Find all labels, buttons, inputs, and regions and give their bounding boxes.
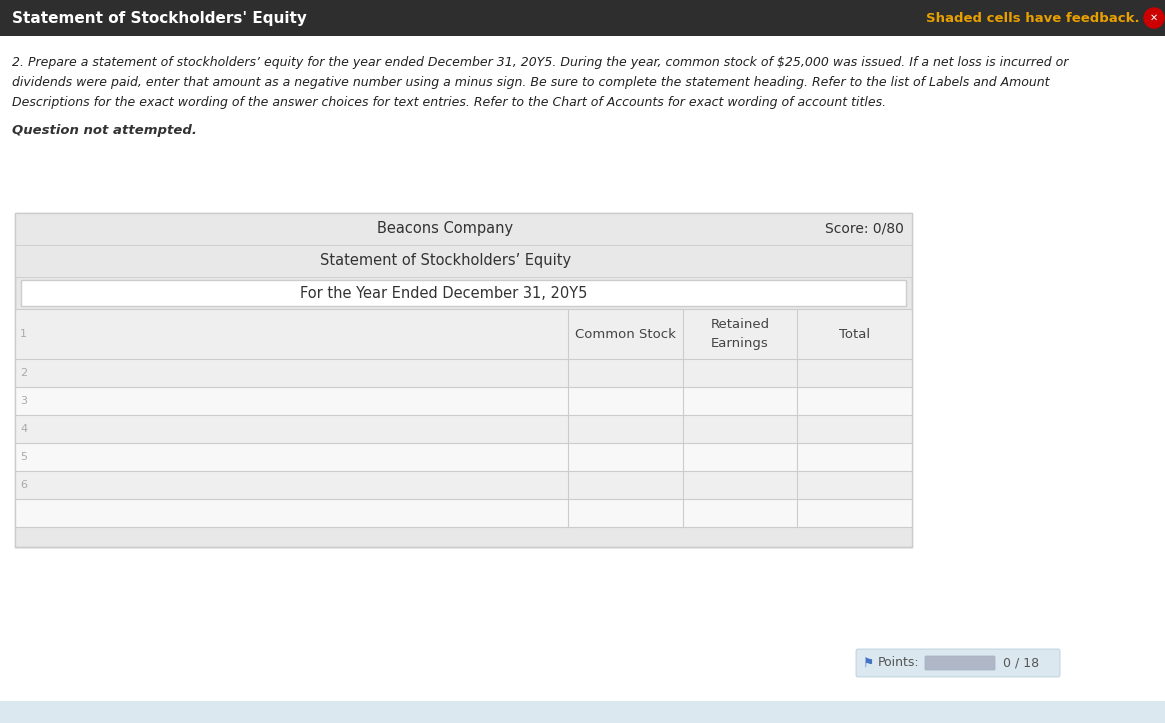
Text: Statement of Stockholders’ Equity: Statement of Stockholders’ Equity xyxy=(320,254,571,268)
Text: For the Year Ended December 31, 20Y5: For the Year Ended December 31, 20Y5 xyxy=(299,286,587,301)
Bar xyxy=(0,701,1165,723)
FancyBboxPatch shape xyxy=(856,649,1060,677)
Text: 0 / 18: 0 / 18 xyxy=(1003,656,1039,669)
FancyBboxPatch shape xyxy=(925,656,995,670)
Text: Retained
Earnings: Retained Earnings xyxy=(711,319,770,349)
Bar xyxy=(15,415,912,443)
Text: dividends were paid, enter that amount as a negative number using a minus sign. : dividends were paid, enter that amount a… xyxy=(12,76,1050,89)
Text: Beacons Company: Beacons Company xyxy=(377,221,514,236)
Text: 5: 5 xyxy=(20,452,27,462)
Text: Points:: Points: xyxy=(878,656,919,669)
Text: Statement of Stockholders' Equity: Statement of Stockholders' Equity xyxy=(12,11,306,25)
Text: ✕: ✕ xyxy=(1150,13,1158,23)
Text: 2. Prepare a statement of stockholders’ equity for the year ended December 31, 2: 2. Prepare a statement of stockholders’ … xyxy=(12,56,1068,69)
Bar xyxy=(0,0,1165,36)
Text: Score: 0/80: Score: 0/80 xyxy=(825,222,904,236)
Bar xyxy=(15,471,912,499)
Text: 1: 1 xyxy=(20,329,27,339)
Bar xyxy=(21,280,906,306)
Bar xyxy=(15,309,912,359)
Text: 4: 4 xyxy=(20,424,27,434)
Text: 2: 2 xyxy=(20,368,27,378)
Bar xyxy=(15,499,912,527)
Bar xyxy=(15,387,912,415)
Text: ⚑: ⚑ xyxy=(863,656,874,669)
Bar xyxy=(15,213,912,245)
Bar xyxy=(15,359,912,387)
Bar xyxy=(15,213,912,547)
Text: Total: Total xyxy=(839,328,870,341)
Text: Descriptions for the exact wording of the answer choices for text entries. Refer: Descriptions for the exact wording of th… xyxy=(12,96,887,109)
Text: Common Stock: Common Stock xyxy=(574,328,676,341)
Bar xyxy=(15,443,912,471)
Text: 6: 6 xyxy=(20,480,27,490)
Text: Shaded cells have feedback.: Shaded cells have feedback. xyxy=(926,12,1141,25)
Bar xyxy=(15,527,912,547)
Circle shape xyxy=(1144,8,1164,28)
Text: Question not attempted.: Question not attempted. xyxy=(12,124,197,137)
Text: 3: 3 xyxy=(20,396,27,406)
Bar xyxy=(15,245,912,277)
Bar xyxy=(15,213,912,547)
